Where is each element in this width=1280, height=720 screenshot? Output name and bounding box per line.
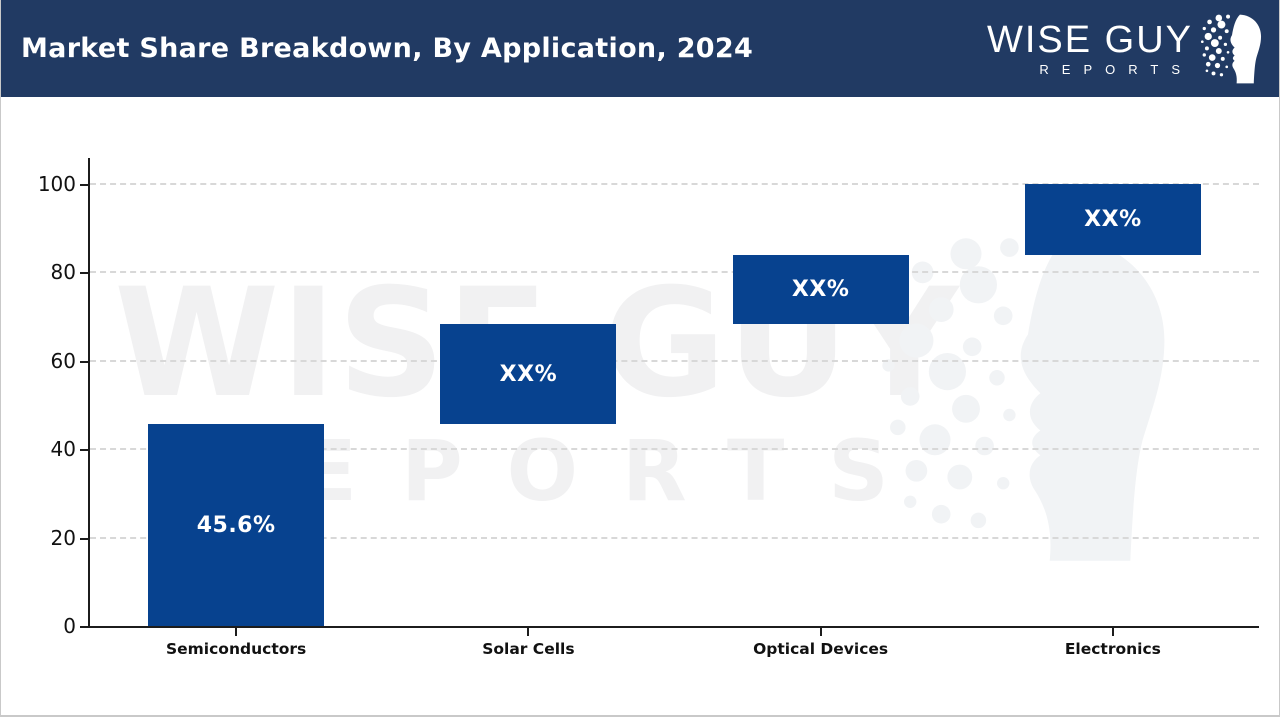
y-axis-tick-label: 40	[50, 437, 76, 462]
y-axis-tick-label: 100	[37, 172, 76, 196]
logo-wordmark: WISE GUY	[986, 18, 1193, 61]
x-axis-tick	[819, 628, 822, 636]
y-axis-tick-label: 20	[50, 525, 76, 550]
y-axis-tick-label: 60	[50, 348, 76, 373]
brand-logo: WISE GUY REPORTS	[987, 5, 1265, 93]
gridline	[90, 183, 1259, 185]
gridline	[90, 271, 1259, 274]
y-axis-tick	[80, 272, 88, 275]
x-axis-category-label: Solar Cells	[482, 640, 575, 658]
gridline	[90, 448, 1259, 451]
y-axis-tick	[80, 184, 88, 186]
x-axis-category-label: Optical Devices	[753, 640, 889, 658]
bar-segment: XX%	[1024, 184, 1201, 256]
x-axis-category-label: Electronics	[1064, 640, 1161, 658]
x-axis-tick	[527, 628, 530, 636]
x-axis-line	[88, 626, 1259, 628]
brand-logo-text: WISE GUY REPORTS	[987, 20, 1193, 78]
x-axis-category-label: Semiconductors	[165, 640, 307, 658]
x-axis-tick	[1111, 628, 1114, 636]
y-axis-tick	[80, 626, 88, 628]
y-axis-tick	[80, 449, 88, 452]
bar-value-label: 45.6%	[196, 512, 276, 538]
bar-value-label: XX%	[791, 277, 850, 303]
logo-subtext: REPORTS	[1039, 61, 1193, 77]
y-axis-line	[88, 158, 90, 628]
page-title: Market Share Breakdown, By Application, …	[21, 33, 754, 64]
gridline	[90, 536, 1259, 539]
y-axis-tick	[80, 360, 88, 363]
gridline	[90, 359, 1259, 362]
chart-canvas: WISE GUY REPORTS 0 20 40 60 80 100 Semiconduct…	[1, 97, 1279, 715]
bar-segment: XX%	[440, 324, 617, 425]
header: Market Share Breakdown, By Application, …	[1, 0, 1279, 97]
x-axis-tick	[235, 628, 238, 636]
waterfall-chart: 0 20 40 60 80 100 Semiconductors 45.6% Solar Cel…	[1, 97, 1279, 715]
bar-value-label: XX%	[499, 361, 558, 387]
y-axis-tick-label: 80	[50, 260, 76, 285]
y-axis-tick	[80, 537, 88, 540]
bar-value-label: XX%	[1084, 207, 1142, 233]
y-axis-tick-label: 0	[63, 614, 76, 638]
bar-segment: XX%	[732, 255, 909, 325]
bar-segment: 45.6%	[148, 424, 325, 626]
wiseguy-head-icon	[1200, 14, 1262, 83]
